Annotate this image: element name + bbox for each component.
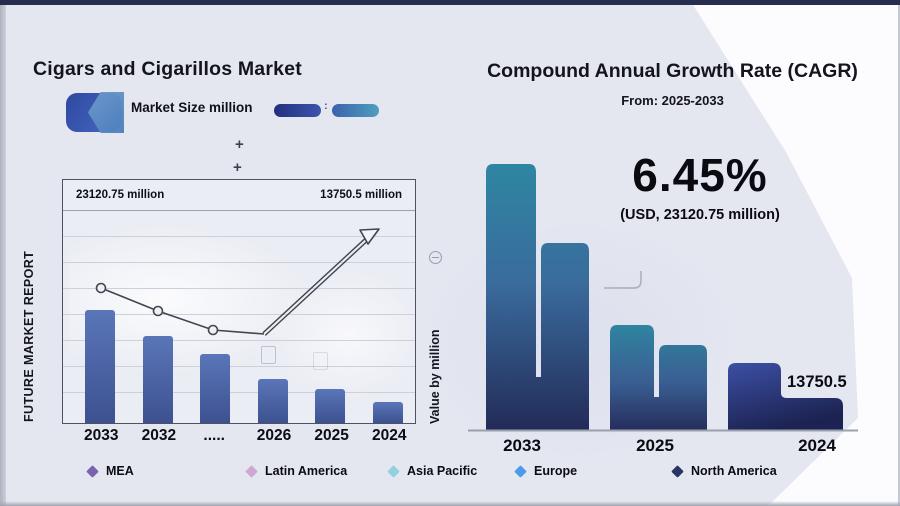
market-size-cylinder-icon xyxy=(66,92,126,133)
diamond-icon xyxy=(387,464,400,478)
ratio-separator: : xyxy=(324,100,328,112)
x-axis-label: 2032 xyxy=(141,427,177,444)
chart-start-value-label: 23120.75 million xyxy=(76,189,165,201)
right-chart-x-axis-labels: 2033 2025 2024 xyxy=(460,436,880,458)
value-by-million-axis-label: Value by million xyxy=(428,329,442,424)
x-axis-label: 2026 xyxy=(256,427,292,444)
plus-mark-icon: + xyxy=(235,136,244,153)
left-border-strip xyxy=(0,5,6,506)
chart-end-value-label: 13750.5 million xyxy=(320,189,402,201)
trendline-arrow-overlay xyxy=(95,228,380,336)
legend-item-mea: MEA xyxy=(86,464,134,478)
ghost-document-icon xyxy=(261,346,276,364)
market-size-chart: 23120.75 million 13750.5 million xyxy=(62,179,416,424)
legend-label: Latin America xyxy=(265,464,348,478)
diamond-icon xyxy=(245,464,258,478)
cagr-paired-bar-chart xyxy=(468,164,858,432)
x-axis-label: 2033 xyxy=(503,436,541,455)
bar-data-label: 13750.5 xyxy=(787,373,847,391)
gridline xyxy=(63,236,415,237)
legend-label: Europe xyxy=(534,464,578,478)
diamond-icon xyxy=(671,464,684,478)
page-title: Cigars and Cigarillos Market xyxy=(33,58,302,80)
bar-series xyxy=(85,310,403,423)
x-axis-label: ..... xyxy=(203,427,225,444)
bottom-border-strip xyxy=(0,501,900,506)
side-caption-future-market-report: FUTURE MARKET REPORT xyxy=(22,250,36,422)
diamond-icon xyxy=(86,464,99,478)
gridline xyxy=(63,262,415,263)
ghost-document-icon xyxy=(313,352,328,370)
x-axis-label: 2025 xyxy=(636,436,674,455)
cagr-title: Compound Annual Growth Rate (CAGR) xyxy=(487,60,858,82)
bar-pair-2025 xyxy=(610,325,707,430)
background-blob xyxy=(430,200,760,480)
chart-header-row: 23120.75 million 13750.5 million xyxy=(63,180,415,211)
legend-item-asia-pacific: Asia Pacific xyxy=(387,464,478,478)
right-border-strip xyxy=(898,5,900,506)
plus-mark-icon: + xyxy=(233,159,242,176)
ratio-pill-right-icon xyxy=(332,104,379,117)
market-size-bar xyxy=(85,310,115,423)
legend-label: North America xyxy=(691,464,777,478)
legend-item-north-america: North America xyxy=(671,464,777,478)
market-size-bar xyxy=(372,402,403,423)
x-axis-label: 2024 xyxy=(371,427,407,444)
ratio-pill-left-icon xyxy=(274,104,321,117)
gridline xyxy=(63,314,415,315)
gridline xyxy=(63,392,415,393)
top-accent-strip xyxy=(0,0,900,5)
legend-item-latin-america: Latin America xyxy=(245,464,348,478)
x-axis-label: 2025 xyxy=(314,427,349,444)
left-chart-x-axis-labels: 2033 2032..... 2026 2025 2024 xyxy=(84,427,407,445)
market-size-bar xyxy=(142,336,173,423)
gridline xyxy=(63,288,415,289)
cagr-value: 6.45% xyxy=(632,149,768,201)
minus-line xyxy=(432,256,439,258)
region-legend: MEA Latin America Asia Pacific Europe North … xyxy=(0,464,900,490)
cagr-note: (USD, 23120.75 million) xyxy=(620,207,780,223)
diamond-icon xyxy=(514,464,527,478)
bar-pair-2033 xyxy=(486,164,589,430)
gridline xyxy=(63,340,415,341)
minus-circle-icon xyxy=(429,251,442,264)
x-axis-label: 2024 xyxy=(798,436,836,455)
legend-item-europe: Europe xyxy=(514,464,578,478)
bar-pair-2024 xyxy=(728,363,843,430)
x-axis-label: 2033 xyxy=(84,427,119,444)
bracket-step-line xyxy=(604,271,642,289)
legend-label: MEA xyxy=(106,464,134,478)
cagr-subtitle: From: 2025-2033 xyxy=(621,93,724,108)
market-size-bar xyxy=(200,354,231,423)
market-size-legend-label: Market Size million xyxy=(131,100,253,115)
legend-label: Asia Pacific xyxy=(407,464,478,478)
gridline xyxy=(63,366,415,367)
market-size-bar xyxy=(315,389,346,423)
market-size-bar xyxy=(257,379,288,423)
chart-background-cloud xyxy=(271,270,411,400)
